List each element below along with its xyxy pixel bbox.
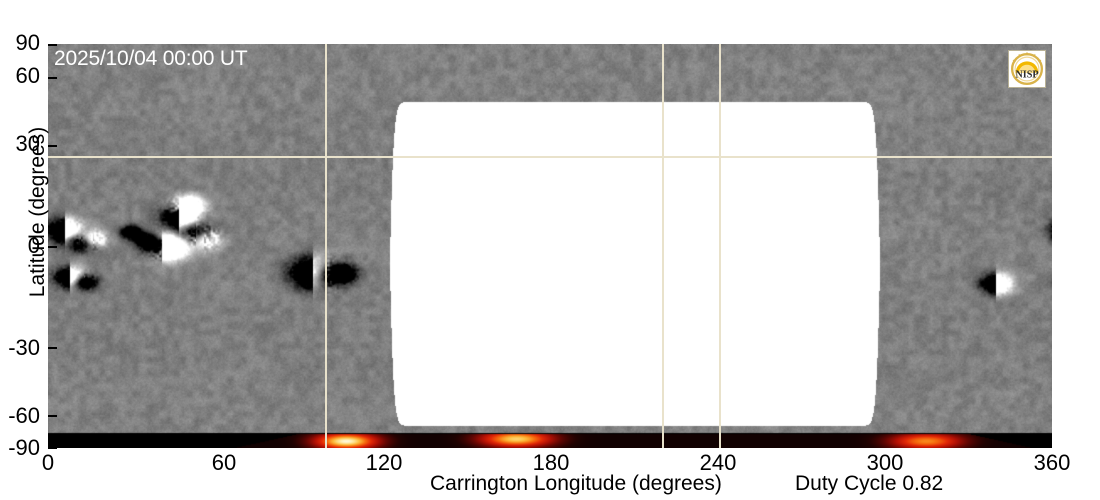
- tickmark-lat-90: [48, 44, 57, 46]
- tickmark-lat-neg60: [48, 415, 57, 417]
- tickmark-lat-60: [48, 77, 57, 79]
- x-axis-label: Carrington Longitude (degrees): [430, 472, 722, 495]
- gridline-lat-30: [48, 156, 1052, 159]
- synoptic-map-image: [48, 44, 1052, 448]
- xtick-300: 300: [866, 450, 904, 475]
- ytick-neg60: -60: [8, 403, 40, 428]
- ytick-neg90: -90: [8, 435, 40, 460]
- gridline-lon-60: [324, 44, 327, 448]
- xtick-240: 240: [699, 450, 737, 475]
- timestamp-label: 2025/10/04 00:00 UT: [54, 47, 248, 70]
- nisp-logo[interactable]: NISP: [1008, 50, 1046, 88]
- nisp-logo-graphic: NISP: [1009, 51, 1045, 87]
- gridline-lon-120: [661, 44, 664, 448]
- tickmark-lat-30: [48, 145, 57, 147]
- xtick-60: 60: [211, 450, 237, 475]
- tickmark-lat-0: [48, 246, 57, 248]
- ytick-0: 0: [27, 233, 40, 258]
- xtick-0: 0: [41, 450, 55, 475]
- ytick-60: 60: [15, 63, 40, 88]
- tickmark-lat-neg90: [48, 447, 57, 449]
- xtick-120: 120: [365, 450, 403, 475]
- ytick-90: 90: [15, 30, 40, 55]
- y-axis-label: Latitude (degrees): [26, 126, 49, 298]
- xtick-360: 360: [1033, 450, 1071, 475]
- ytick-30: 30: [15, 131, 40, 156]
- duty-cycle-annotation: Duty Cycle 0.82: [795, 472, 944, 495]
- xtick-180: 180: [532, 450, 570, 475]
- tickmark-lat-neg30: [48, 347, 57, 349]
- gridline-lon-180: [718, 44, 721, 448]
- synoptic-map-plot-area[interactable]: 2025/10/04 00:00 UT NISP: [48, 44, 1052, 448]
- svg-text:NISP: NISP: [1016, 69, 1039, 80]
- ytick-neg30: -30: [8, 335, 40, 360]
